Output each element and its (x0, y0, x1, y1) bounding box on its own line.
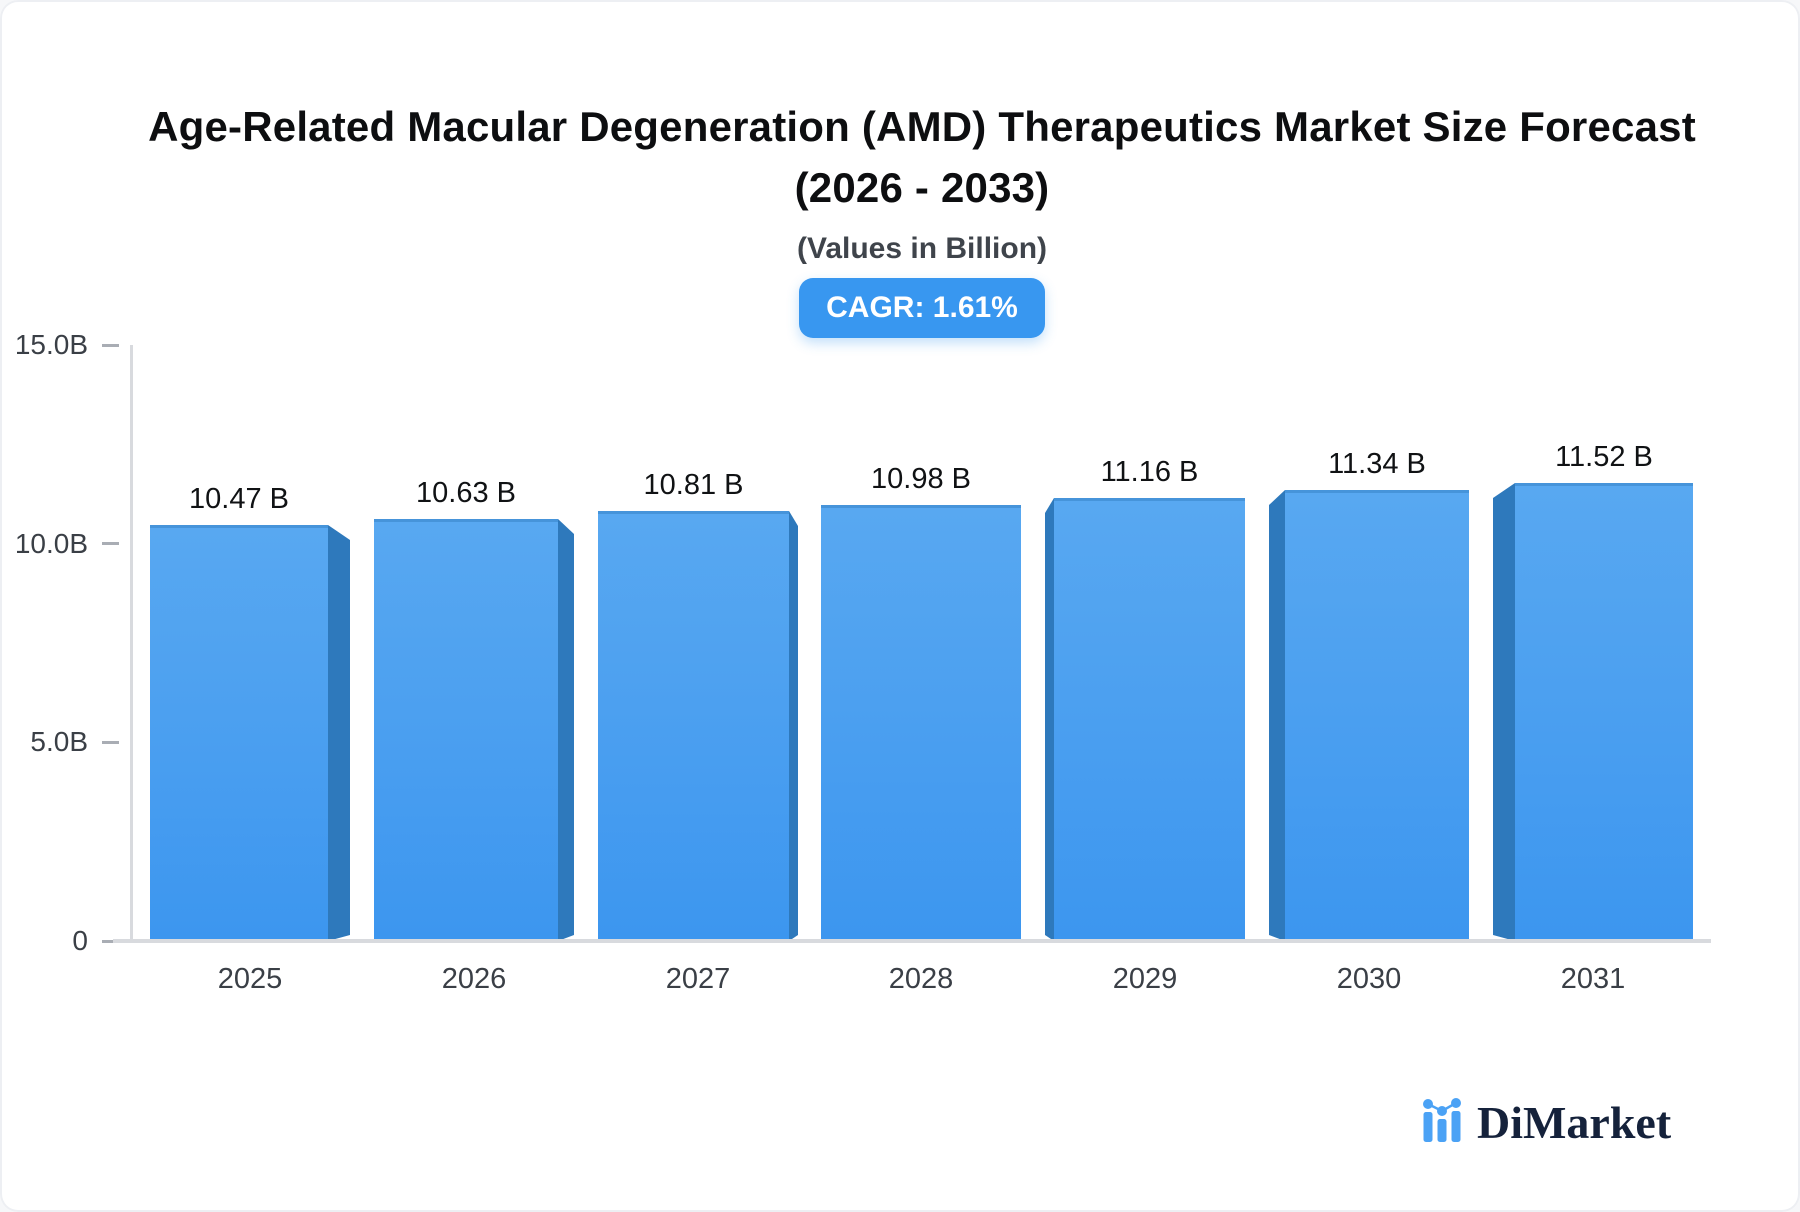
bar-3d-side (328, 525, 350, 941)
bar-face (821, 505, 1021, 941)
bar-3d-side (1045, 498, 1054, 941)
y-tick-mark (102, 343, 119, 347)
chart-title-line1: Age-Related Macular Degeneration (AMD) T… (148, 103, 1696, 150)
bar-value-label-2031: 11.52 B (1555, 441, 1653, 473)
bar-value-label-2025: 10.47 B (189, 483, 289, 515)
bar-face (150, 525, 328, 941)
x-axis-label-2029: 2029 (1112, 963, 1178, 995)
y-tick-mark (102, 939, 119, 943)
x-axis-label-2025: 2025 (217, 963, 283, 995)
bar-face (598, 511, 789, 941)
chart-subtitle: (Values in Billion) (796, 232, 1048, 265)
bar-2026[interactable]: 10.63 B 2026 (374, 477, 574, 995)
bar-face (1054, 498, 1245, 941)
bar-face (1285, 490, 1469, 941)
x-axis-label-2026: 2026 (441, 963, 507, 995)
bar-value-label-2029: 11.16 B (1100, 456, 1199, 488)
bar-3d-side (789, 511, 798, 941)
y-tick-mark (102, 740, 119, 744)
bar-2031[interactable]: 11.52 B 2031 (1493, 441, 1693, 995)
bar-face (1515, 483, 1693, 941)
x-axis-label-2030: 2030 (1336, 963, 1402, 995)
chart-header: Age-Related Macular Degeneration (AMD) T… (44, 96, 1800, 338)
bar-value-label-2026: 10.63 B (416, 477, 516, 509)
y-tick-label-15.0B: 15.0B (14, 329, 88, 360)
dimarket-logo: DiMarket (1421, 1096, 1671, 1147)
bar-3d-side (558, 519, 574, 941)
bar-3d-side (1269, 490, 1285, 941)
logo-wordmark: DiMarket (1477, 1097, 1672, 1148)
y-tick-label-5.0B: 5.0B (30, 726, 88, 758)
bar-value-label-2027: 10.81 B (643, 469, 744, 501)
x-axis-label-2031: 2031 (1560, 963, 1626, 995)
bar-value-label-2030: 11.34 B (1328, 448, 1426, 480)
bar-2025[interactable]: 10.47 B 2025 (150, 483, 350, 995)
x-axis-label-2027: 2027 (665, 963, 731, 995)
bar-3d-side (1493, 483, 1515, 941)
bar-line-chart-icon (1421, 1096, 1463, 1147)
y-tick-label-0: 0 (72, 925, 88, 956)
bar-value-label-2028: 10.98 B (871, 463, 971, 495)
bar-2028[interactable]: 10.98 B 2028 (821, 463, 1021, 995)
x-axis-baseline (113, 939, 1711, 943)
bar-face (374, 519, 558, 941)
y-tick-label-10.0B: 10.0B (14, 527, 88, 559)
bar-2027[interactable]: 10.81 B 2027 (598, 469, 798, 995)
chart-title-line2: (2026 - 2033) (794, 164, 1050, 211)
x-axis-label-2028: 2028 (888, 963, 954, 995)
cagr-badge: CAGR: 1.61% (799, 278, 1045, 338)
y-tick-mark (102, 542, 119, 546)
bar-2030[interactable]: 11.34 B 2030 (1269, 448, 1469, 995)
y-axis-line (130, 345, 133, 943)
bar-2029[interactable]: 11.16 B 2029 (1045, 456, 1245, 995)
